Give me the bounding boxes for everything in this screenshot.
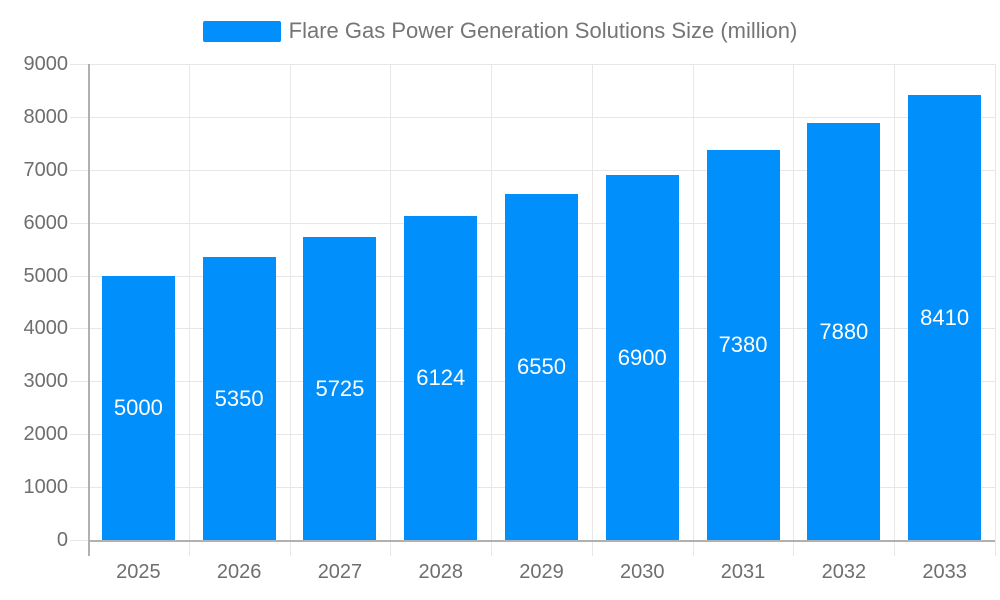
bar-value-label: 7880 bbox=[819, 318, 869, 344]
gridline-vertical bbox=[390, 64, 392, 556]
bar-2027[interactable]: 5725 bbox=[303, 237, 377, 540]
y-axis-tick-label: 6000 bbox=[23, 211, 69, 234]
legend-label: Flare Gas Power Generation Solutions Siz… bbox=[288, 18, 798, 43]
bar-2032[interactable]: 7880 bbox=[807, 123, 881, 540]
bar-value-label: 7380 bbox=[718, 331, 768, 357]
gridline-vertical bbox=[692, 64, 694, 556]
x-axis-tick-label: 2025 bbox=[116, 561, 161, 583]
y-axis-tick-label: 0 bbox=[56, 529, 68, 551]
gridline-vertical bbox=[188, 64, 190, 556]
gridline-horizontal bbox=[70, 64, 995, 65]
y-axis-tick-label: 4000 bbox=[23, 317, 69, 340]
x-axis-tick-label: 2029 bbox=[519, 561, 564, 583]
gridline-vertical bbox=[793, 64, 795, 556]
gridline-vertical bbox=[995, 64, 996, 556]
chart-legend[interactable]: Flare Gas Power Generation Solutions Siz… bbox=[0, 18, 1000, 44]
bar-value-label: 5725 bbox=[315, 375, 365, 401]
y-axis-tick-label: 7000 bbox=[23, 158, 69, 181]
x-axis-line bbox=[88, 540, 995, 542]
bar-2033[interactable]: 8410 bbox=[908, 95, 982, 540]
bar-value-label: 6900 bbox=[617, 344, 667, 370]
bar-2031[interactable]: 7380 bbox=[706, 149, 780, 540]
bar-value-label: 5000 bbox=[113, 394, 163, 420]
bar-value-label: 5350 bbox=[214, 385, 264, 411]
gridline-horizontal bbox=[70, 169, 995, 171]
x-axis-tick-label: 2026 bbox=[216, 561, 262, 583]
x-axis-tick-label: 2032 bbox=[821, 561, 867, 583]
y-axis-tick-label: 9000 bbox=[23, 53, 69, 75]
y-axis-tick-label: 1000 bbox=[23, 476, 69, 499]
x-axis-tick-label: 2027 bbox=[317, 561, 363, 583]
bar-value-label: 8410 bbox=[920, 304, 970, 330]
y-axis-tick-label: 2000 bbox=[23, 423, 69, 446]
bar-2026[interactable]: 5350 bbox=[202, 257, 276, 540]
bar-value-label: 6550 bbox=[517, 353, 566, 379]
gridline-vertical bbox=[591, 64, 593, 556]
gridline-vertical bbox=[491, 64, 493, 556]
x-axis-tick-label: 2031 bbox=[720, 561, 766, 583]
bar-2028[interactable]: 6124 bbox=[404, 216, 478, 540]
bar-2030[interactable]: 6900 bbox=[605, 175, 679, 540]
y-axis-tick-label: 3000 bbox=[23, 370, 69, 393]
gridline-horizontal bbox=[70, 116, 995, 118]
bar-2025[interactable]: 5000 bbox=[101, 275, 175, 540]
gridline-vertical bbox=[289, 64, 291, 556]
x-axis-tick-label: 2033 bbox=[922, 561, 967, 583]
gridline-vertical bbox=[894, 64, 896, 556]
y-axis-tick-label: 5000 bbox=[23, 264, 69, 287]
y-axis-line bbox=[88, 64, 90, 556]
bar-value-label: 6124 bbox=[416, 365, 466, 391]
legend-swatch bbox=[202, 20, 281, 42]
x-axis-tick-label: 2028 bbox=[418, 561, 463, 583]
x-axis-tick-label: 2030 bbox=[620, 561, 665, 583]
bar-2029[interactable]: 6550 bbox=[505, 193, 578, 540]
y-axis-tick-label: 8000 bbox=[23, 105, 69, 128]
